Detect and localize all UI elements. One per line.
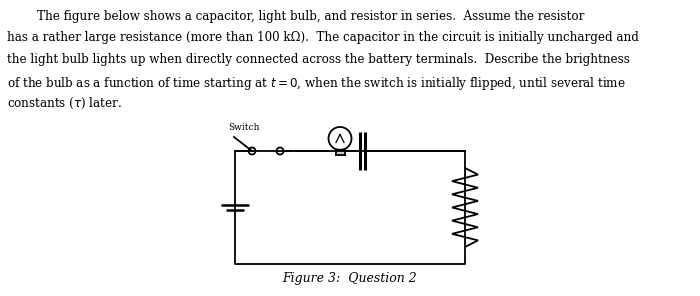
FancyBboxPatch shape bbox=[335, 147, 344, 155]
Text: of the bulb as a function of time starting at $t = 0$, when the switch is initia: of the bulb as a function of time starti… bbox=[7, 75, 626, 91]
Text: has a rather large resistance (more than 100 kΩ).  The capacitor in the circuit : has a rather large resistance (more than… bbox=[7, 31, 639, 44]
Text: Switch: Switch bbox=[228, 123, 260, 132]
Text: constants ($\tau$) later.: constants ($\tau$) later. bbox=[7, 96, 122, 111]
Text: the light bulb lights up when directly connected across the battery terminals.  : the light bulb lights up when directly c… bbox=[7, 53, 630, 66]
Text: Figure 3:  Question 2: Figure 3: Question 2 bbox=[283, 272, 417, 285]
Text: The figure below shows a capacitor, light bulb, and resistor in series.  Assume : The figure below shows a capacitor, ligh… bbox=[7, 10, 584, 23]
